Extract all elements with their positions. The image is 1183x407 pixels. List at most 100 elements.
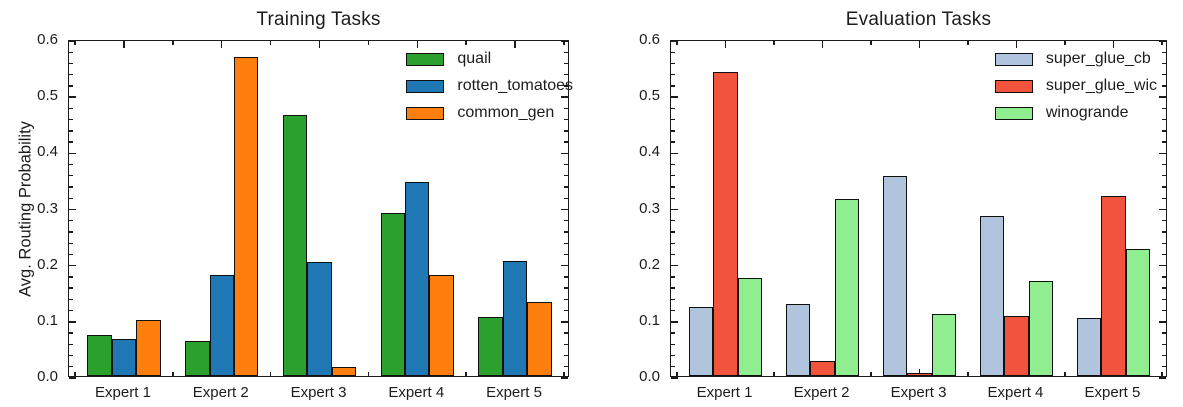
xtick-label: Expert 3	[890, 384, 947, 401]
y-tick-mark	[671, 287, 675, 289]
y-tick-mark	[564, 197, 568, 199]
bar-super_glue_wic-expert-4	[1004, 315, 1029, 376]
xtick-label: Expert 1	[696, 384, 753, 401]
ytick-label: 0.5	[639, 87, 660, 105]
bar-common_gen-expert-2	[233, 56, 259, 376]
x-tick-mark	[1064, 41, 1066, 45]
y-tick-mark	[671, 62, 675, 65]
legend-label: rotten_tomatoes	[457, 77, 573, 94]
ytick-label: 0.1	[37, 311, 58, 329]
legend-label: winogrande	[1045, 104, 1129, 121]
chart-title: Training Tasks	[256, 9, 381, 30]
y-tick-mark	[671, 276, 675, 278]
x-tick-mark	[416, 41, 418, 48]
y-tick-mark	[564, 220, 568, 222]
xtick-label: Expert 5	[1084, 384, 1141, 401]
bar-winogrande-expert-3	[931, 314, 956, 376]
y-tick-mark	[69, 175, 73, 177]
common_gen-swatch	[406, 106, 445, 120]
y-tick-mark	[671, 51, 675, 53]
y-tick-mark	[561, 377, 568, 379]
ytick-label: 0.6	[639, 31, 660, 48]
x-tick-mark	[172, 372, 174, 376]
chart-evaluation-tasks: Evaluation Tasks super_glue_cb super_glue…	[591, 0, 1183, 407]
x-tick-mark	[918, 41, 921, 48]
y-tick-mark	[561, 152, 568, 155]
y-tick-mark	[69, 163, 73, 166]
x-tick-mark	[74, 372, 76, 376]
ytick-label: 0.4	[639, 143, 660, 161]
y-tick-mark	[1162, 186, 1166, 188]
y-tick-mark	[671, 85, 675, 87]
y-tick-mark	[564, 366, 568, 368]
winogrande-swatch	[994, 106, 1033, 120]
super_glue_cb-swatch	[994, 52, 1033, 66]
bar-quail-expert-2	[185, 340, 210, 376]
y-tick-mark	[564, 186, 568, 188]
bar-rotten_tomatoes-expert-1	[111, 338, 137, 376]
y-tick-mark	[1162, 62, 1166, 65]
legend-item: rotten_tomatoes	[406, 77, 573, 95]
bar-super_glue_wic-expert-5	[1101, 196, 1126, 376]
y-tick-mark	[69, 186, 73, 188]
y-tick-mark	[671, 332, 675, 334]
x-tick-mark	[821, 41, 824, 48]
y-tick-mark	[1162, 163, 1166, 166]
bar-super_glue_wic-expert-2	[810, 360, 835, 376]
y-tick-mark	[69, 332, 73, 334]
xtick-label: Expert 5	[486, 384, 542, 401]
x-tick-mark	[1112, 41, 1115, 48]
ytick-label: 0.2	[639, 255, 660, 273]
y-tick-mark	[1162, 51, 1166, 53]
y-tick-mark	[671, 321, 678, 323]
y-tick-mark	[69, 74, 73, 76]
y-tick-mark	[671, 343, 675, 345]
bar-common_gen-expert-1	[136, 319, 161, 376]
y-tick-mark	[564, 62, 568, 65]
bar-super_glue_wic-expert-3	[907, 372, 932, 376]
bar-super_glue_cb-expert-5	[1077, 317, 1102, 376]
y-tick-mark	[564, 130, 568, 132]
y-tick-mark	[671, 298, 675, 301]
x-tick-mark	[269, 41, 272, 45]
x-tick-mark	[318, 41, 321, 48]
chart-title: Evaluation Tasks	[845, 9, 992, 30]
y-tick-mark	[69, 208, 76, 211]
y-tick-mark	[69, 152, 76, 155]
x-tick-mark	[465, 372, 467, 376]
y-tick-mark	[671, 366, 675, 368]
y-tick-mark	[671, 242, 675, 244]
x-tick-mark	[563, 372, 565, 376]
y-tick-mark	[69, 377, 76, 379]
ytick-label: 0.3	[639, 199, 660, 217]
x-tick-mark	[967, 41, 969, 45]
ytick-label: 0.0	[639, 368, 660, 385]
y-tick-mark	[671, 354, 675, 357]
bar-quail-expert-1	[87, 335, 112, 376]
ytick-label: 0.1	[639, 311, 660, 329]
y-tick-mark	[564, 354, 568, 357]
y-tick-mark	[564, 163, 568, 166]
x-tick-mark	[1015, 41, 1018, 48]
y-tick-mark	[1162, 366, 1166, 368]
y-tick-mark	[564, 51, 568, 53]
y-tick-mark	[671, 118, 675, 121]
y-tick-mark	[564, 231, 568, 233]
x-tick-mark	[676, 372, 678, 376]
x-tick-mark	[1064, 372, 1066, 376]
bar-quail-expert-4	[380, 213, 406, 376]
y-tick-mark	[564, 107, 568, 110]
y-tick-mark	[69, 197, 73, 199]
ytick-label: 0.5	[37, 87, 58, 105]
y-tick-mark	[564, 276, 568, 278]
x-tick-mark	[221, 41, 223, 48]
x-tick-mark	[1161, 41, 1163, 45]
ytick-label: 0.3	[37, 199, 58, 217]
y-tick-mark	[1159, 96, 1166, 98]
y-tick-mark	[1162, 242, 1166, 244]
x-tick-mark	[269, 372, 272, 376]
y-tick-mark	[1162, 85, 1166, 87]
bar-common_gen-expert-3	[331, 367, 357, 376]
xtick-label: Expert 3	[290, 384, 347, 401]
y-tick-mark	[69, 309, 73, 312]
